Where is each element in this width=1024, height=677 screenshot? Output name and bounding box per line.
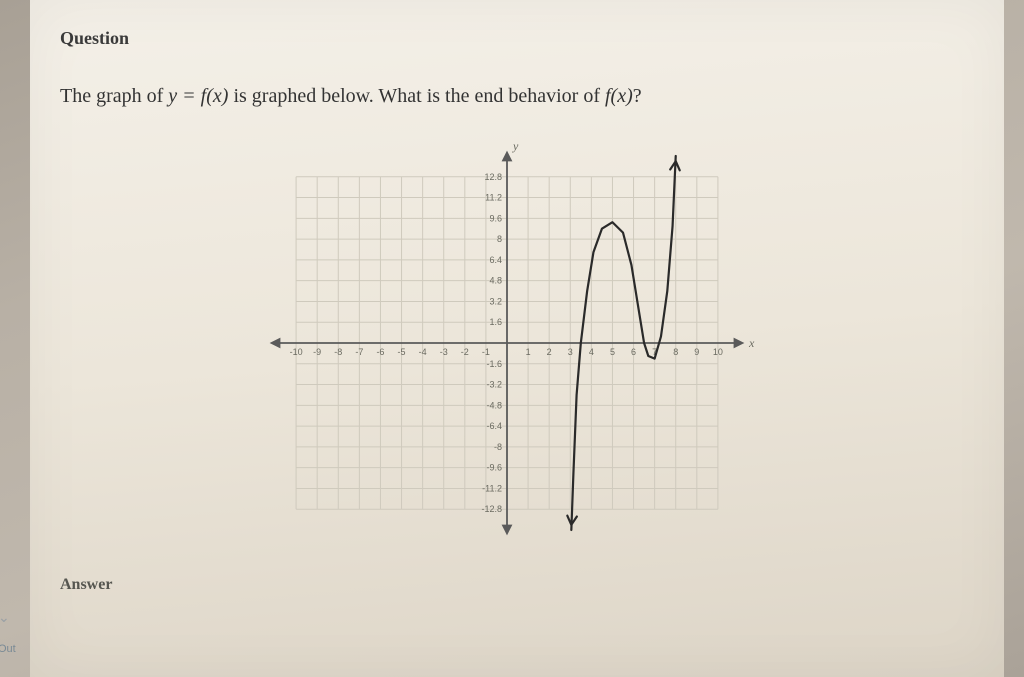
svg-text:-6: -6 [376, 347, 384, 357]
expr-fx: f(x) [605, 85, 633, 107]
svg-text:x: x [748, 336, 755, 350]
svg-text:4: 4 [589, 347, 594, 357]
svg-text:-12.8: -12.8 [481, 504, 502, 514]
question-text-post: ? [633, 85, 642, 107]
svg-text:9.6: 9.6 [489, 213, 502, 223]
svg-text:11.2: 11.2 [485, 193, 502, 203]
question-text: The graph of y = f(x) is graphed below. … [60, 85, 954, 108]
equation-yfx: y = f(x) [168, 85, 228, 107]
svg-text:4.8: 4.8 [489, 276, 502, 286]
svg-text:-1: -1 [482, 347, 490, 357]
svg-text:-11.2: -11.2 [482, 483, 502, 493]
end-behavior-graph: -10-9-8-7-6-5-4-3-2-11234567891012.811.2… [247, 128, 767, 558]
svg-text:1.6: 1.6 [489, 317, 502, 327]
svg-text:-2: -2 [461, 347, 469, 357]
svg-text:10: 10 [713, 347, 723, 357]
svg-text:12.8: 12.8 [484, 172, 502, 182]
svg-text:-4.8: -4.8 [486, 400, 502, 410]
svg-text:-1.6: -1.6 [486, 359, 502, 369]
collapse-chevron-icon: ⌄ [0, 610, 10, 627]
svg-text:-3: -3 [440, 347, 448, 357]
svg-text:-9.6: -9.6 [486, 463, 502, 473]
question-heading: Question [60, 28, 954, 49]
svg-text:-3.2: -3.2 [486, 380, 502, 390]
svg-text:8: 8 [673, 347, 678, 357]
svg-text:2: 2 [547, 347, 552, 357]
out-label: Out [0, 643, 16, 655]
svg-text:5: 5 [610, 347, 615, 357]
svg-text:9: 9 [694, 347, 699, 357]
question-page: Question The graph of y = f(x) is graphe… [30, 0, 1004, 677]
svg-text:-5: -5 [398, 347, 406, 357]
svg-text:y: y [512, 139, 519, 153]
svg-text:1: 1 [526, 347, 531, 357]
svg-text:-4: -4 [419, 347, 427, 357]
svg-text:3: 3 [568, 347, 573, 357]
svg-text:-9: -9 [313, 347, 321, 357]
svg-text:6: 6 [631, 347, 636, 357]
svg-text:-6.4: -6.4 [486, 421, 502, 431]
question-text-pre: The graph of [60, 85, 168, 107]
svg-text:-8: -8 [494, 442, 502, 452]
answer-heading: Answer [60, 576, 954, 594]
graph-container: -10-9-8-7-6-5-4-3-2-11234567891012.811.2… [60, 128, 954, 558]
svg-text:6.4: 6.4 [489, 255, 502, 265]
svg-text:-10: -10 [290, 347, 303, 357]
svg-text:8: 8 [497, 234, 502, 244]
question-text-mid: is graphed below. What is the end behavi… [228, 85, 605, 107]
svg-text:-7: -7 [355, 347, 363, 357]
svg-text:3.2: 3.2 [489, 296, 502, 306]
svg-text:-8: -8 [334, 347, 342, 357]
